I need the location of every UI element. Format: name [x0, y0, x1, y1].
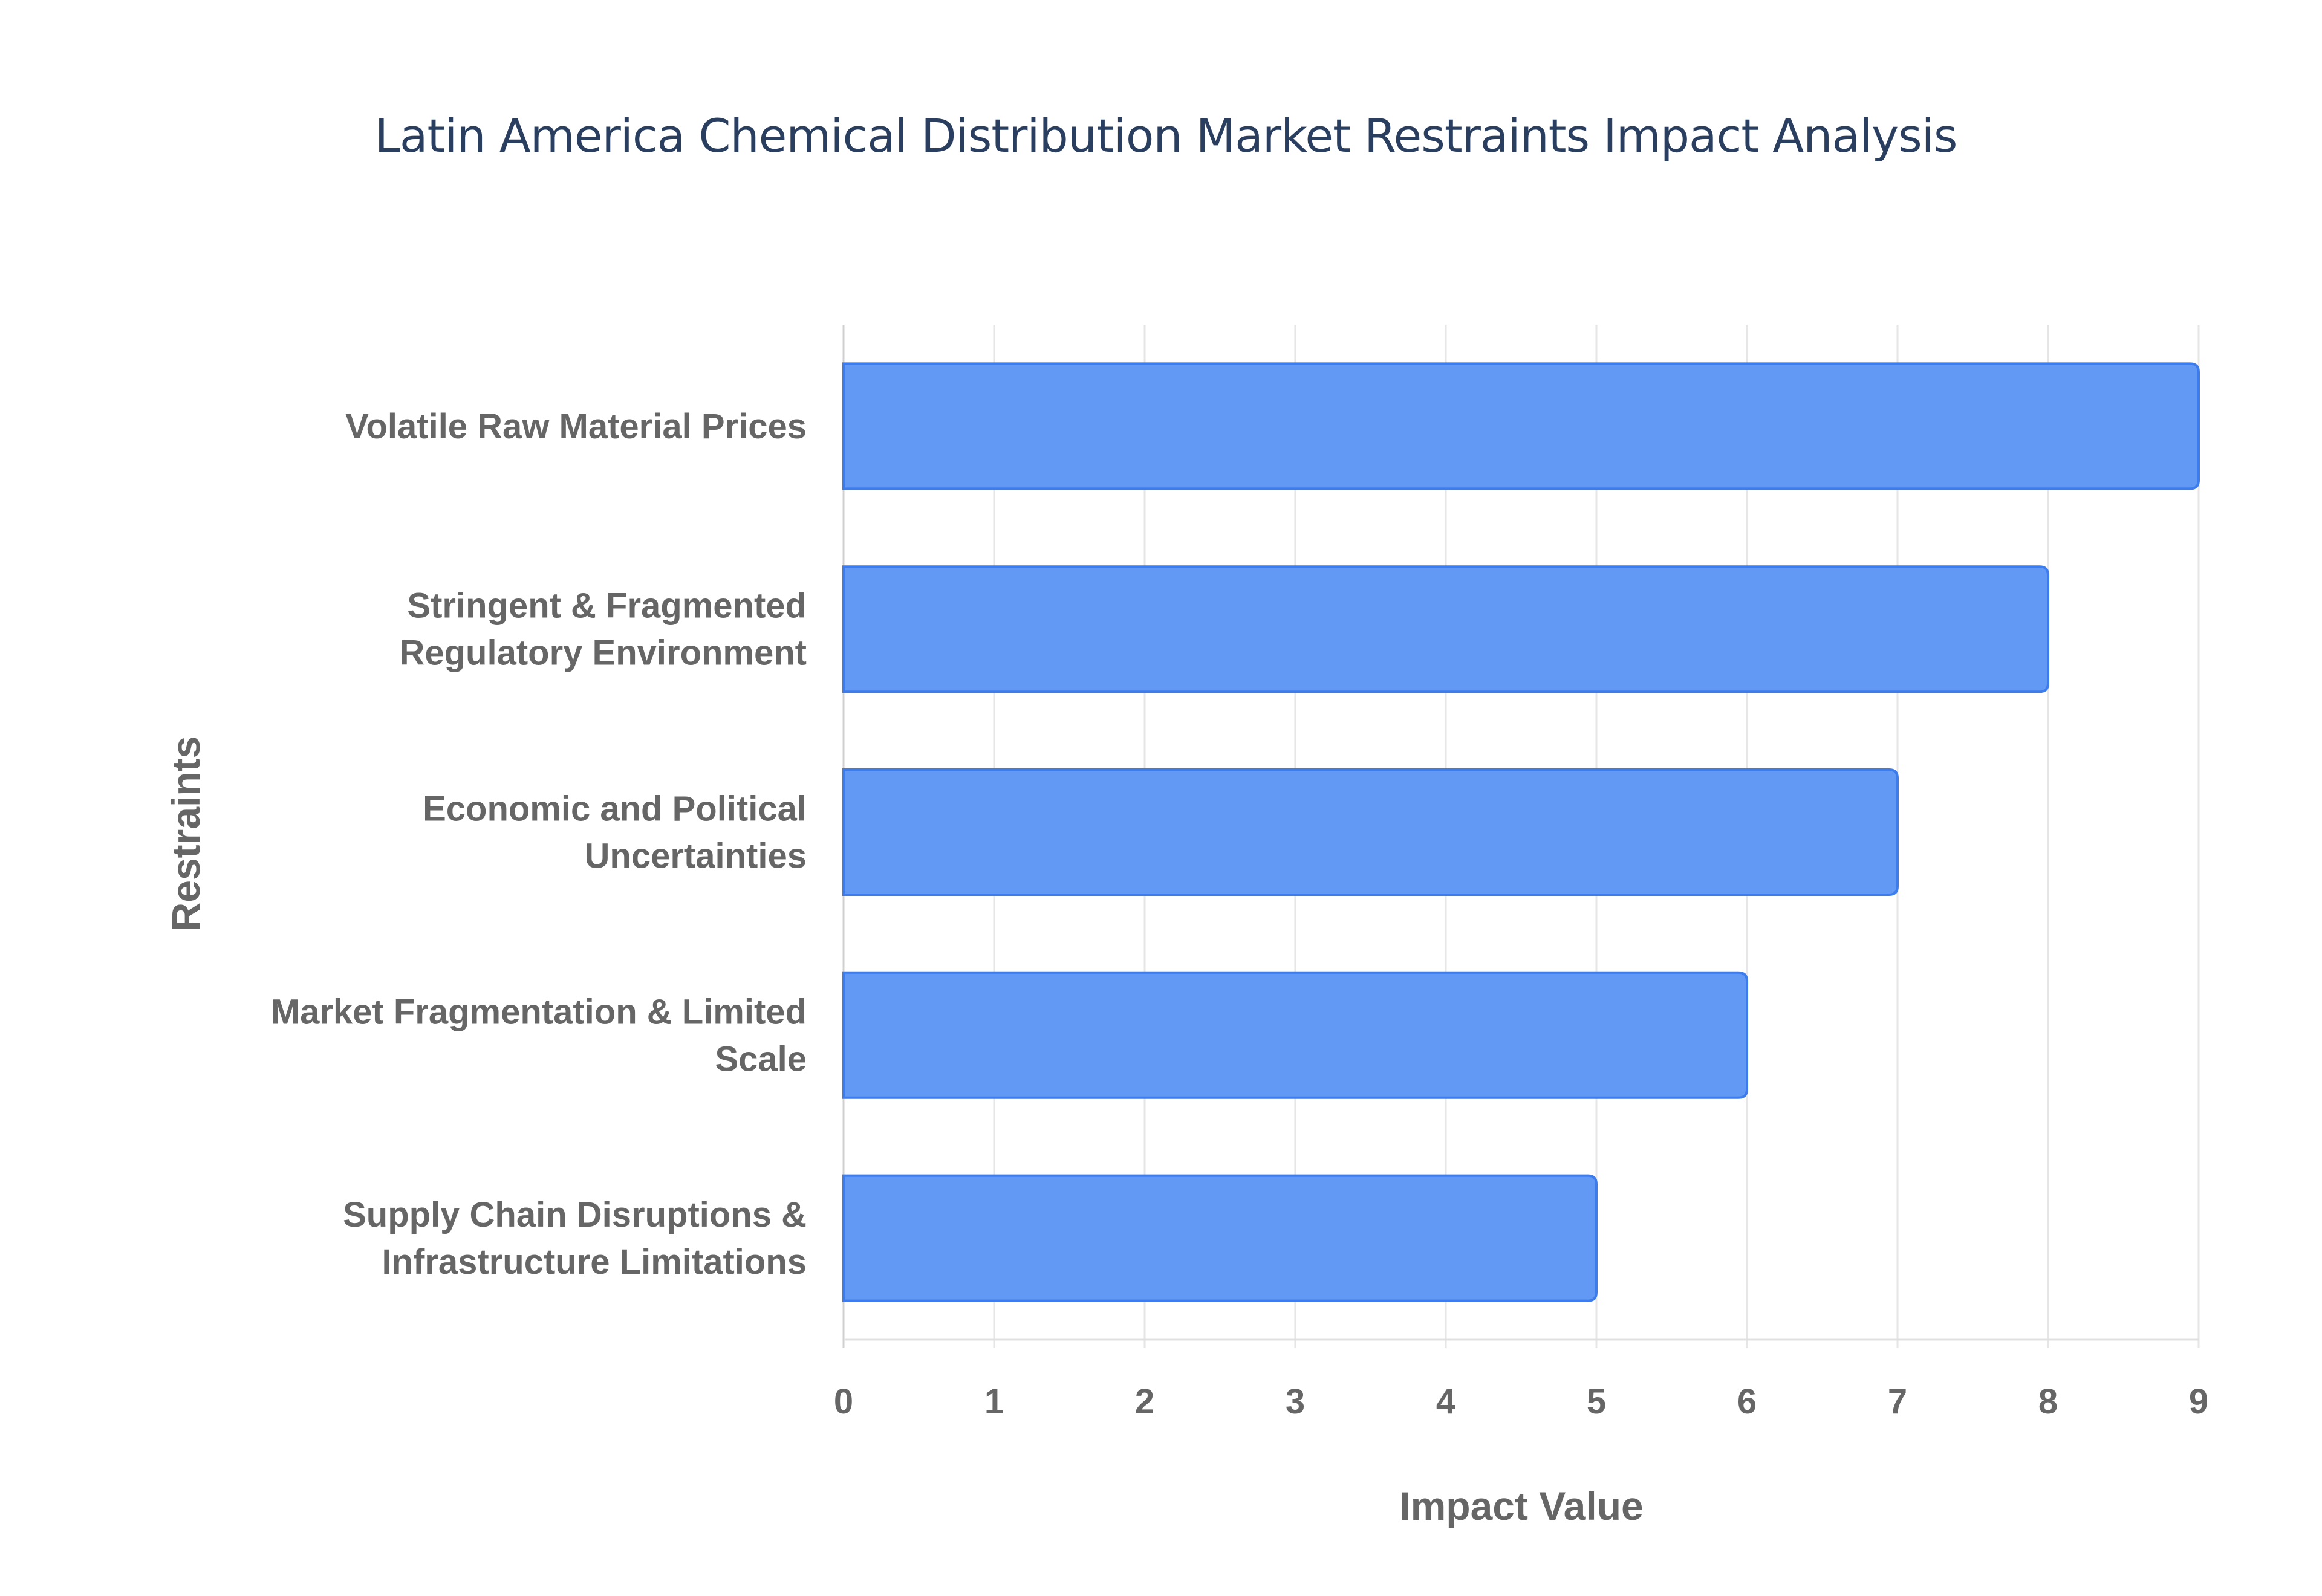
bar[interactable] [842, 768, 1899, 896]
x-tick-label: 2 [1135, 1382, 1154, 1421]
x-tick-label: 7 [1888, 1382, 1907, 1421]
x-tick-label: 1 [984, 1382, 1004, 1421]
x-tick-label: 0 [834, 1382, 853, 1421]
x-tick-label: 9 [2189, 1382, 2208, 1421]
bar[interactable] [842, 565, 2049, 693]
x-tick-label: 4 [1436, 1382, 1455, 1421]
category-label: Economic and Political Uncertainties [423, 790, 807, 876]
category-label: Stringent & Fragmented Regulatory Environ… [399, 586, 807, 673]
x-axis-title: Impact Value [1399, 1484, 1644, 1528]
category-label: Supply Chain Disruptions & Infrastructure… [343, 1195, 807, 1282]
x-tick-labels: 0 1 2 3 4 5 6 7 8 9 [834, 1382, 2208, 1421]
bars [842, 362, 2200, 1302]
x-tick-label: 8 [2038, 1382, 2058, 1421]
category-labels: Volatile Raw Material Prices Stringent & … [271, 407, 807, 1282]
bar[interactable] [842, 1174, 1598, 1302]
category-label: Volatile Raw Material Prices [345, 407, 807, 446]
x-tick-label: 3 [1286, 1382, 1305, 1421]
bar[interactable] [842, 362, 2200, 490]
y-axis-title: Restraints [163, 736, 208, 932]
category-label: Market Fragmentation & Limited Scale [271, 992, 807, 1079]
bar[interactable] [842, 971, 1748, 1099]
x-tick-label: 6 [1737, 1382, 1757, 1421]
chart-title: Latin America Chemical Distribution Mark… [374, 109, 1958, 163]
x-tick-label: 5 [1587, 1382, 1606, 1421]
